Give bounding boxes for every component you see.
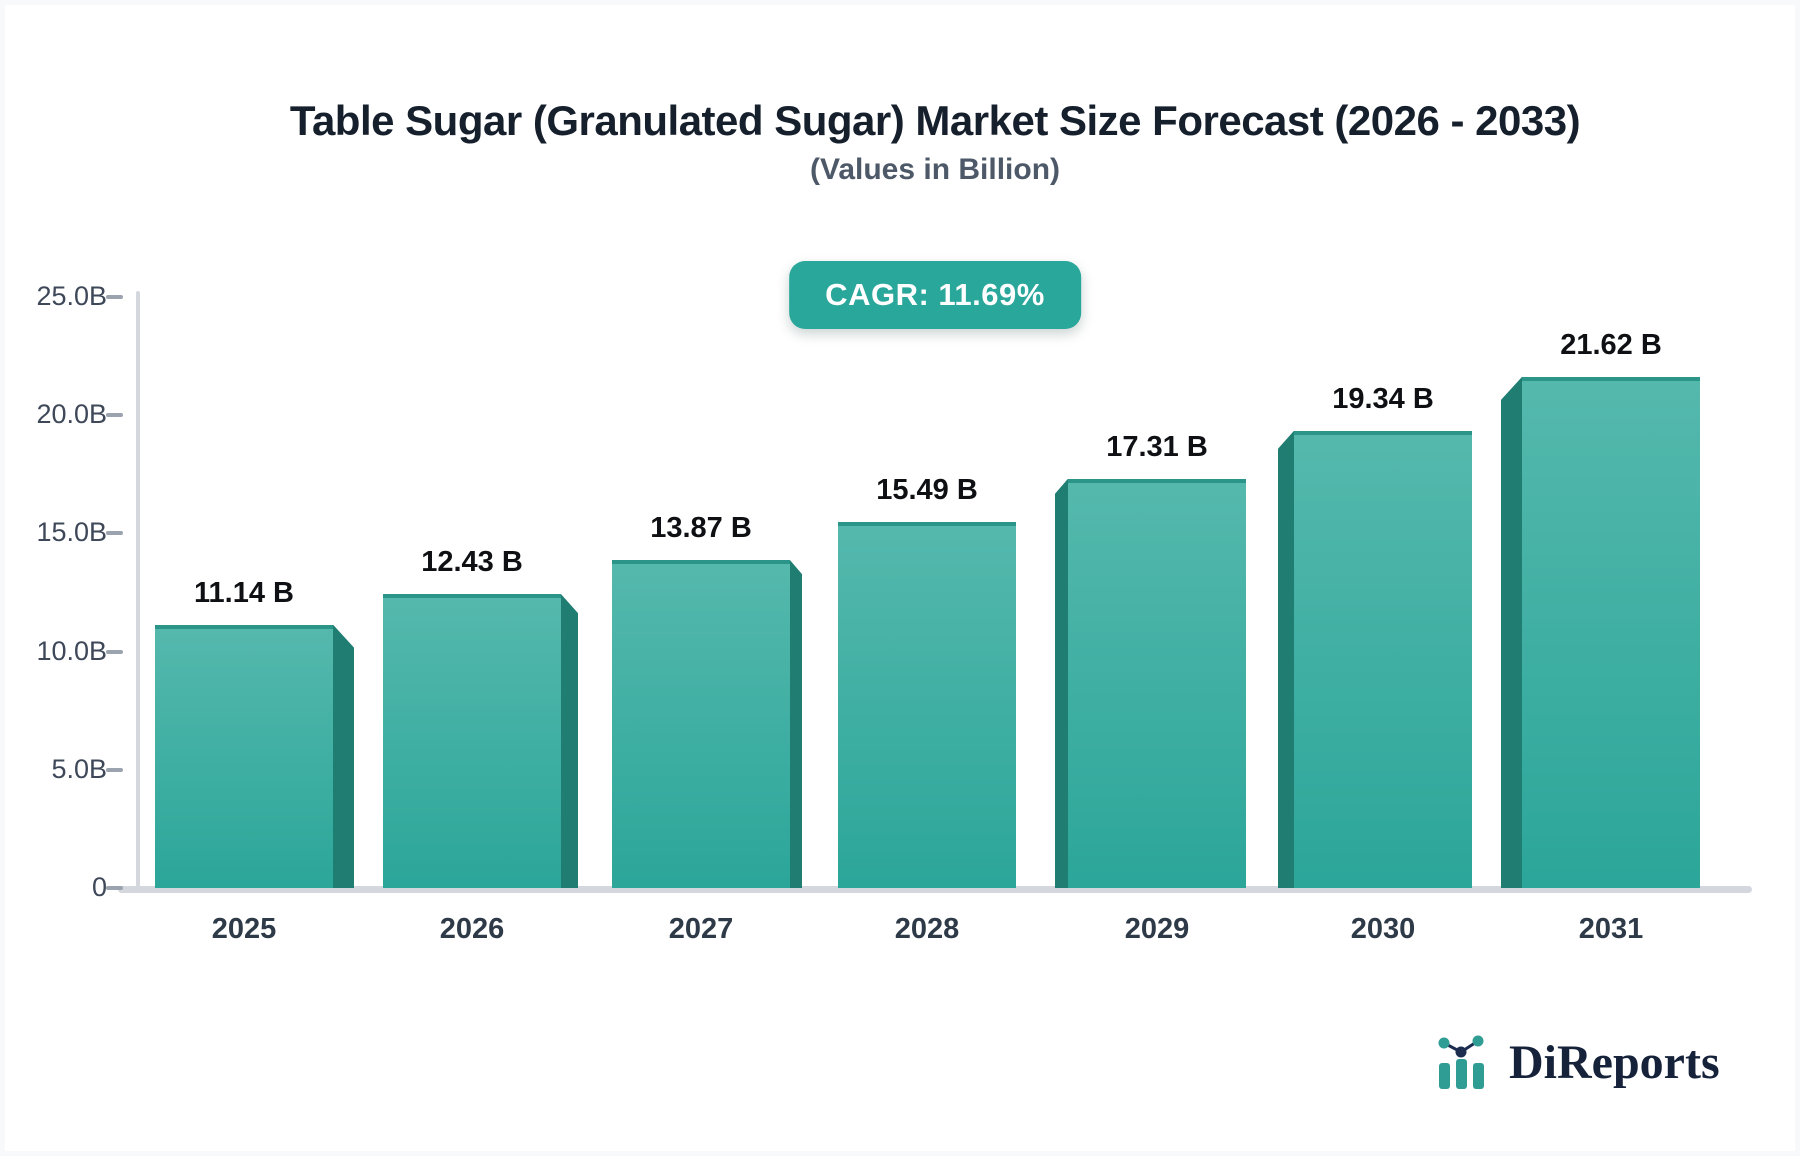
brand-logo: DiReports (1429, 1031, 1720, 1093)
bar-3d-side (1055, 478, 1068, 888)
bar-value-label: 11.14 B (194, 576, 294, 609)
bar (612, 560, 790, 888)
x-axis-label: 2025 (211, 913, 277, 945)
chart-title: Table Sugar (Granulated Sugar) Market Si… (289, 97, 1581, 144)
bar (838, 521, 1016, 888)
y-axis-tick-label: 10.0B (36, 635, 107, 666)
x-axis-label: 2031 (1578, 913, 1644, 945)
bar-value-label: 21.62 B (1560, 328, 1662, 361)
y-axis-tick-mark (106, 886, 123, 890)
bar (1522, 376, 1700, 888)
bar-3d-side (790, 560, 802, 888)
y-axis-tick-label: 0 (91, 872, 107, 902)
y-axis-line (136, 291, 140, 891)
y-axis-tick-label: 15.0B (36, 517, 107, 548)
bar-3d-side (561, 594, 578, 888)
bar-value-label: 12.43 B (421, 546, 523, 579)
bar (383, 594, 561, 888)
bar (1294, 430, 1472, 888)
bar (1068, 478, 1246, 888)
x-axis-baseline (118, 886, 1752, 893)
bar-3d-side (333, 624, 354, 888)
bar-3d-side (1501, 376, 1522, 888)
bar (155, 624, 333, 888)
x-axis-label: 2030 (1350, 913, 1416, 945)
y-axis-tick-mark (106, 295, 123, 299)
cagr-badge-label: CAGR: 11.69% (825, 277, 1045, 312)
x-axis-label: 2028 (894, 913, 960, 945)
x-axis-label: 2026 (439, 913, 505, 945)
bar-value-label: 17.31 B (1106, 430, 1208, 463)
y-axis-tick-mark (106, 767, 123, 772)
y-axis-tick-label: 20.0B (36, 399, 107, 430)
y-axis-tick-mark (106, 649, 123, 654)
bar-line-chart-icon (1438, 1035, 1484, 1089)
bar-3d-side (1278, 430, 1294, 888)
bar-value-label: 15.49 B (876, 473, 978, 506)
cagr-badge: CAGR: 11.69% (789, 261, 1081, 329)
bar-value-label: 13.87 B (650, 512, 752, 545)
chart-subtitle: (Values in Billion) (809, 153, 1061, 186)
y-axis-tick-label: 25.0B (36, 281, 107, 311)
x-axis-label: 2029 (1124, 913, 1190, 945)
x-axis-label: 2027 (668, 913, 734, 945)
brand-name: DiReports (1509, 1036, 1720, 1089)
y-axis-tick-label: 5.0B (51, 753, 107, 784)
plot-area: 25.0B 20.0B 15.0B 10.0B 5.0B 0 11.14 B 2025 12.4… (5, 5, 1795, 1151)
y-axis-tick-mark (106, 413, 123, 418)
y-axis-tick-mark (106, 531, 123, 536)
bar-value-label: 19.34 B (1332, 382, 1434, 415)
